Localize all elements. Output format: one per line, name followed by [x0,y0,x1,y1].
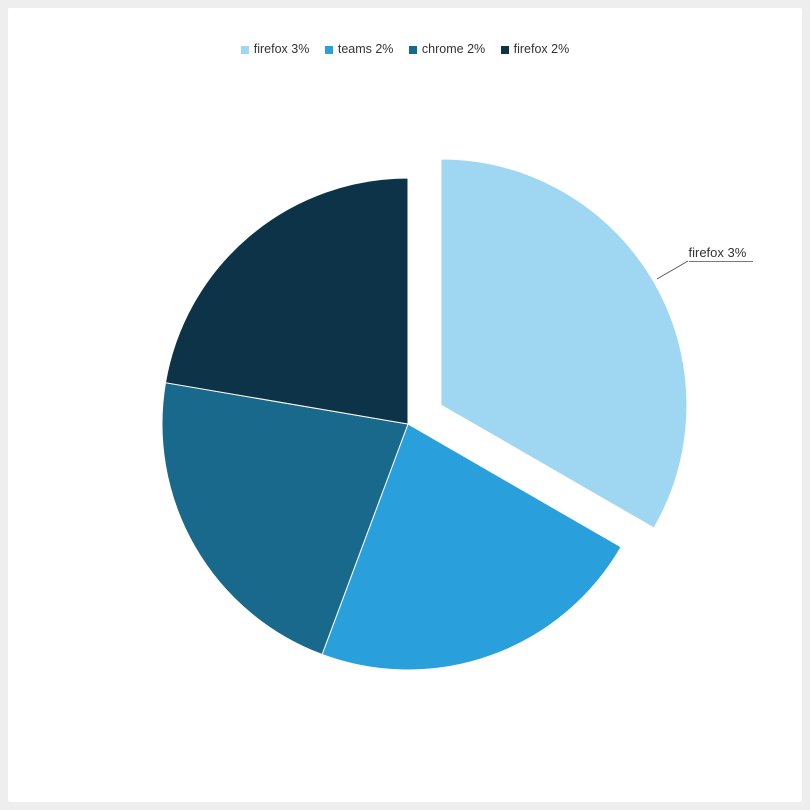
svg-text:firefox 3%: firefox 3% [689,245,747,260]
